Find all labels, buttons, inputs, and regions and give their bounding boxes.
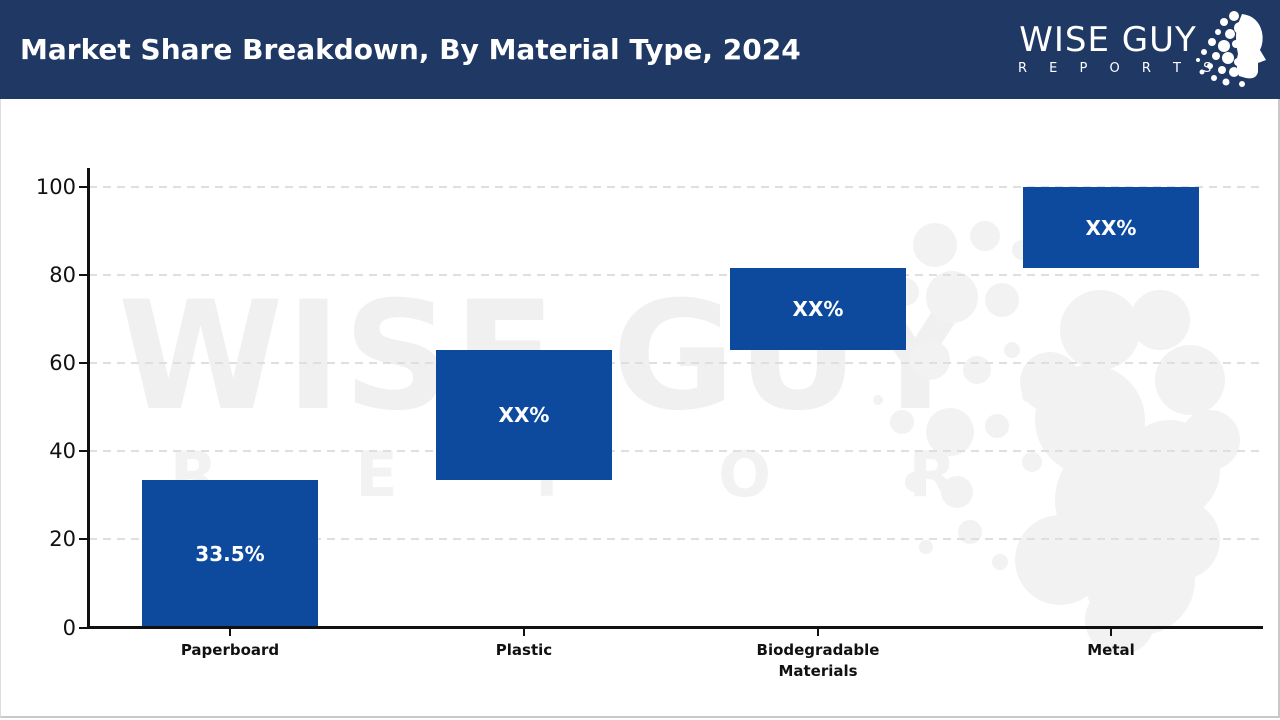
logo-head-profile-icon <box>1196 11 1266 87</box>
bar-value-label-metal: XX% <box>1085 215 1137 240</box>
bar-plastic: XX% <box>436 349 612 480</box>
y-tick-mark <box>79 538 88 541</box>
y-tick-mark <box>79 626 88 629</box>
x-tick-mark <box>817 629 819 636</box>
y-tick-label: 20 <box>49 527 76 552</box>
logo-wordmark-bottom: R E P O R T S <box>1018 61 1221 76</box>
bar-paperboard: 33.5% <box>142 479 318 628</box>
x-axis-spine <box>87 626 1263 629</box>
x-tick-mark <box>523 629 525 636</box>
y-tick-label: 0 <box>62 615 76 640</box>
logo-wordmark-top: WISE GUY <box>1019 20 1197 60</box>
gridline-80 <box>89 274 1262 277</box>
x-tick-mark <box>1110 629 1112 636</box>
x-category-label: Biodegradable Materials <box>756 641 880 680</box>
y-axis-spine <box>87 168 90 628</box>
gridline-60 <box>89 362 1262 365</box>
gridline-20 <box>89 538 1262 541</box>
y-tick-label: 80 <box>49 263 76 288</box>
y-tick-label: 60 <box>49 351 76 376</box>
page-title: Market Share Breakdown, By Material Type… <box>20 33 801 66</box>
x-category-label: Metal <box>1087 641 1135 659</box>
wise-guy-reports-logo: WISE GUY R E P O R T S <box>1018 6 1268 94</box>
gridline-40 <box>89 450 1262 453</box>
y-tick-mark <box>79 450 88 453</box>
bar-value-label-paperboard: 33.5% <box>195 541 265 566</box>
x-category-label: Paperboard <box>180 641 280 659</box>
header-banner: Market Share Breakdown, By Material Type… <box>0 0 1280 99</box>
y-tick-label: 100 <box>35 175 76 199</box>
bar-value-label-plastic: XX% <box>498 402 550 427</box>
bar-metal: XX% <box>1023 187 1199 269</box>
watermark-reports: R E P O R T S <box>170 438 1280 511</box>
y-tick-mark <box>79 362 88 365</box>
y-tick-label: 40 <box>49 439 76 464</box>
gridline-100 <box>89 186 1262 188</box>
x-category-label: Plastic <box>495 641 553 659</box>
y-tick-mark <box>79 186 88 188</box>
x-tick-mark <box>229 629 231 636</box>
bar-value-label-biodegradable-materials: XX% <box>792 297 844 322</box>
bar-biodegradable-materials: XX% <box>730 268 906 350</box>
y-tick-mark <box>79 274 88 277</box>
